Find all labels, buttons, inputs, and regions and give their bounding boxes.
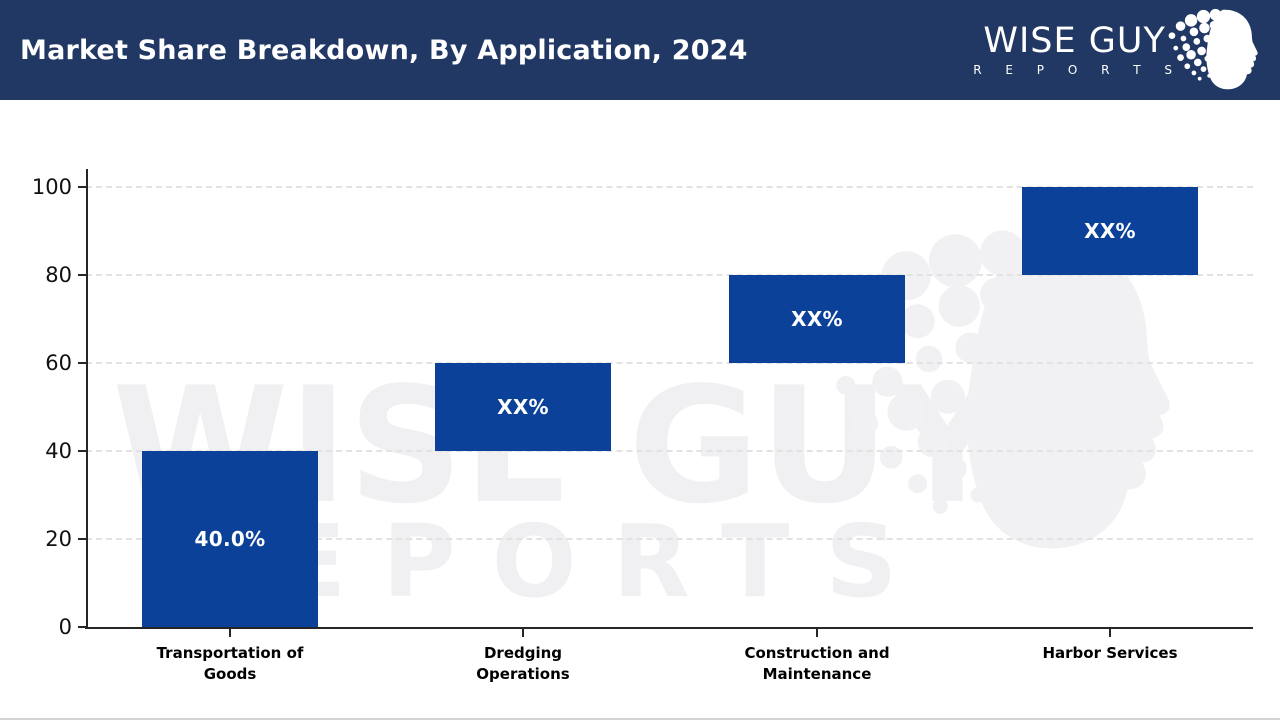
y-tick-label: 20 xyxy=(45,527,72,551)
x-category-label-line: Construction and xyxy=(744,644,890,662)
y-tick-mark xyxy=(78,362,86,364)
bar-value-label: XX% xyxy=(1084,219,1136,243)
bar-2: XX% xyxy=(729,275,905,363)
x-category-label-line: Harbor Services xyxy=(1042,644,1178,662)
bar-1: XX% xyxy=(435,363,611,451)
x-category-label-line: Dredging xyxy=(483,644,563,662)
x-category-label-line: Transportation of xyxy=(156,644,304,662)
x-category-label-line: Goods xyxy=(203,665,257,683)
x-tick-mark xyxy=(522,629,524,637)
logo-wordmark: WISE GUY xyxy=(983,20,1166,61)
y-tick-mark xyxy=(78,450,86,452)
chart-title: Market Share Breakdown, By Application, … xyxy=(20,34,748,66)
x-category-label: Construction and Maintenance xyxy=(744,643,889,685)
logo-subtext: R E P O R T S xyxy=(973,62,1182,77)
x-category-label: Dredging Operations xyxy=(476,643,569,685)
bottom-edge-line xyxy=(0,718,1280,720)
y-tick-mark xyxy=(78,538,86,540)
bar-3: XX% xyxy=(1022,187,1198,275)
x-tick-mark xyxy=(816,629,818,637)
gridline-80 xyxy=(86,274,1253,276)
gridline-60 xyxy=(86,362,1253,364)
y-tick-label: 60 xyxy=(45,351,72,375)
x-category-label-line: Maintenance xyxy=(762,665,872,683)
x-tick-mark xyxy=(229,629,231,637)
y-tick-mark xyxy=(78,274,86,276)
y-tick-label: 0 xyxy=(58,615,72,639)
bar-value-label: 40.0% xyxy=(194,527,266,551)
logo-text: WISE GUY R E P O R T S xyxy=(967,20,1182,77)
bar-value-label: XX% xyxy=(791,307,843,331)
gridline-40 xyxy=(86,450,1253,452)
y-tick-mark xyxy=(78,186,86,188)
plot: 0 20 40 60 80 100 40.0% Transportation of Goods X… xyxy=(0,100,1280,718)
y-tick-mark xyxy=(78,626,86,628)
wiseguy-logo: WISE GUY R E P O R T S xyxy=(967,7,1262,93)
x-category-label-line: Operations xyxy=(476,665,570,683)
gridline-100 xyxy=(86,186,1253,188)
x-tick-mark xyxy=(1109,629,1111,637)
x-axis-line xyxy=(85,627,1253,629)
chart-area: WISE GUY REPORTS 0 20 40 60 80 100 40.0% Transp… xyxy=(0,100,1280,718)
bar-0: 40.0% xyxy=(142,451,318,627)
gridline-20 xyxy=(86,538,1253,540)
y-tick-label: 100 xyxy=(31,175,72,199)
bar-value-label: XX% xyxy=(497,395,549,419)
header: Market Share Breakdown, By Application, … xyxy=(0,0,1280,100)
y-tick-label: 80 xyxy=(45,263,72,287)
y-tick-label: 40 xyxy=(45,439,72,463)
x-category-label: Harbor Services xyxy=(1042,643,1177,664)
x-category-label: Transportation of Goods xyxy=(157,643,304,685)
y-axis-line xyxy=(86,169,88,629)
